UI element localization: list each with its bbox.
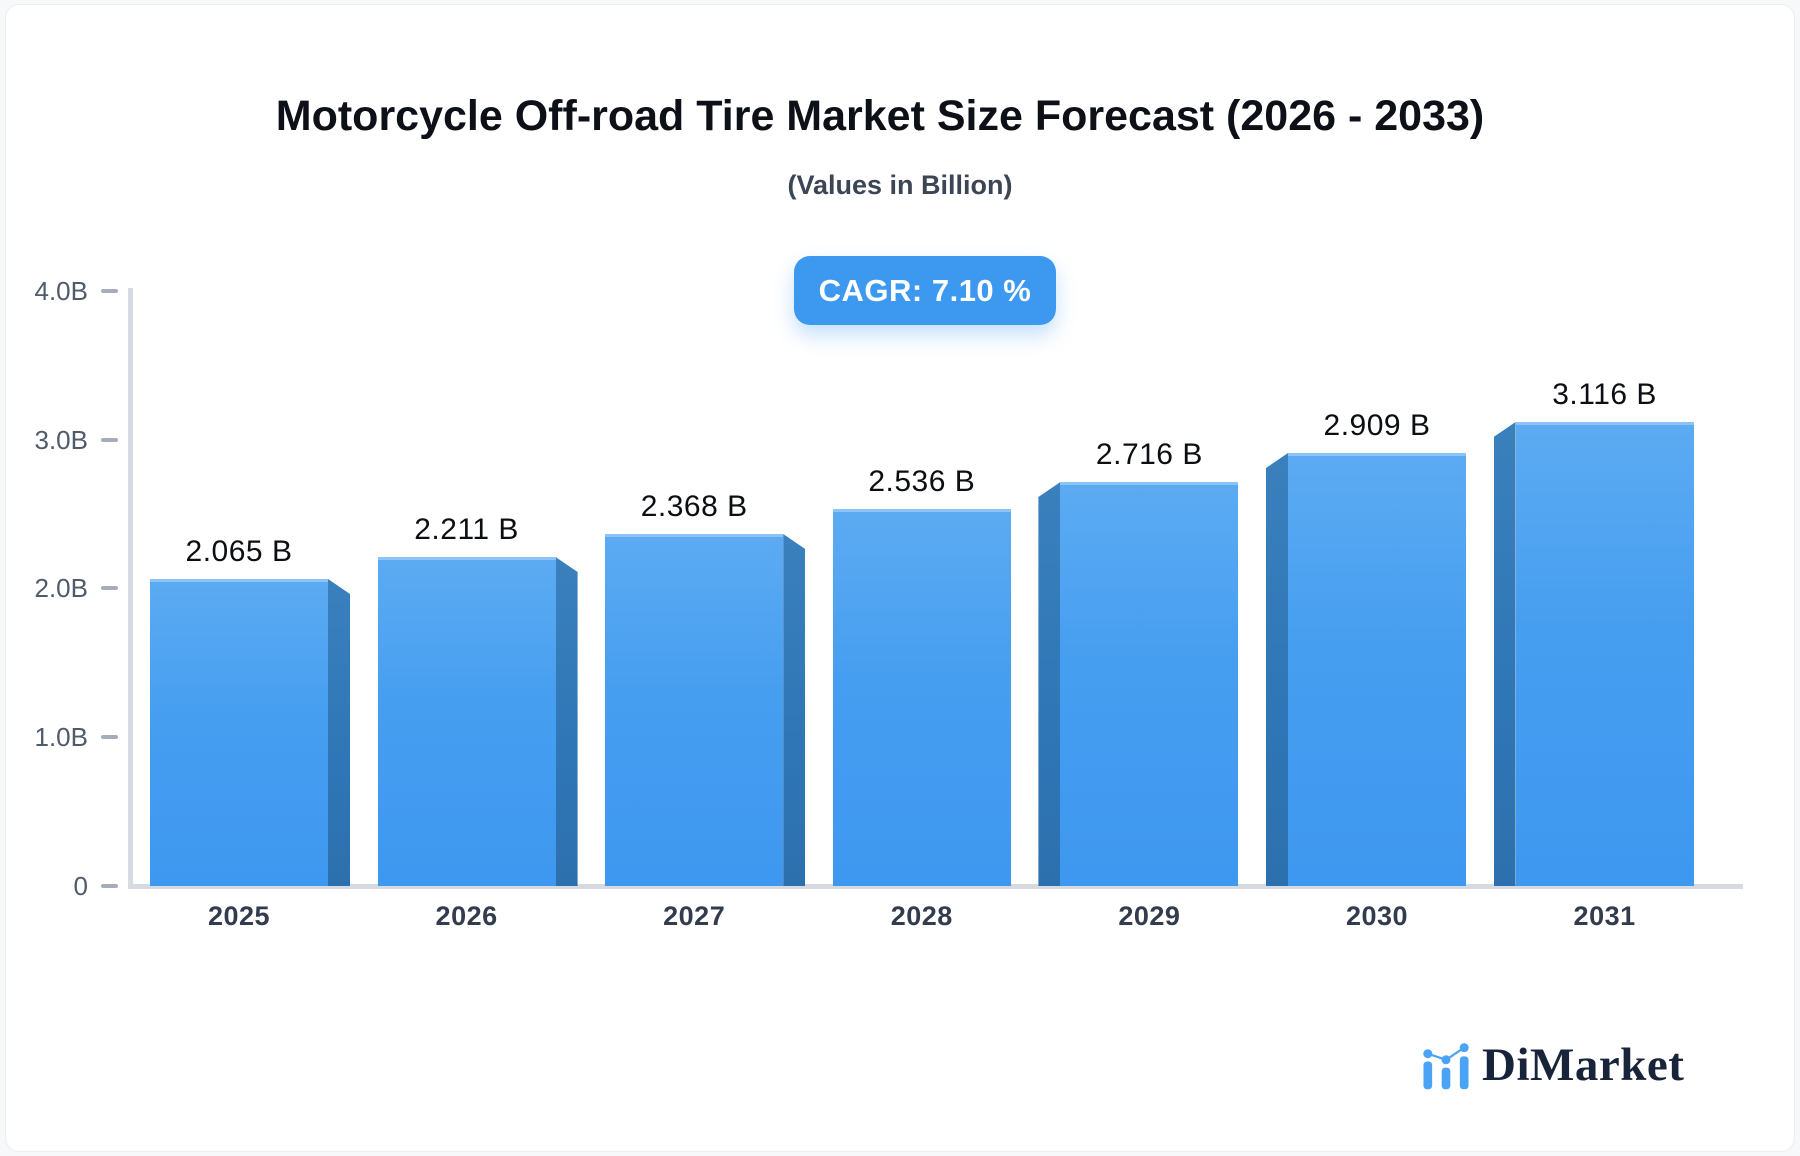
x-axis-label: 2030 [1345,901,1409,931]
y-tick-mark [101,735,118,740]
bar-side-2029 [1038,482,1061,886]
bar-value-label: 2.716 B [1095,438,1203,471]
bar-side-2026 [555,557,578,886]
cagr-badge-label: CAGR: 7.10 % [818,272,1032,308]
x-axis-label: 2031 [1573,901,1636,931]
bar-side-2031 [1493,422,1516,886]
x-axis-label: 2026 [435,901,498,931]
bar-2027 [605,534,784,886]
x-axis-label: 2025 [207,901,271,931]
bar-value-label: 2.368 B [640,490,748,523]
x-axis-label: 2029 [1118,901,1181,931]
bar-chart-logo-icon [1423,1043,1469,1090]
x-axis-label: 2028 [890,901,953,931]
y-tick-mark [101,586,118,591]
bar-2025 [150,579,328,886]
bar-2030 [1288,453,1466,886]
bar-value-label: 2.909 B [1323,409,1431,442]
bar-2029 [1060,482,1239,886]
y-tick-label: 3.0B [34,424,89,455]
chart-title: Motorcycle Off-road Tire Market Size For… [275,92,1485,140]
y-tick-mark [101,437,118,442]
y-tick-label: 1.0B [34,722,89,753]
brand-name: DiMarket [1482,1039,1685,1091]
cagr-badge: CAGR: 7.10 % [794,256,1056,325]
bar-side-2025 [328,579,350,886]
brand-logo: DiMarket [1420,1036,1684,1094]
y-tick-mark [101,288,118,293]
y-tick-mark [101,884,118,888]
bar-value-label: 2.536 B [868,465,976,498]
bar-value-label: 2.065 B [185,535,293,568]
bar-2028 [832,509,1011,886]
y-tick-label: 0 [73,871,88,901]
bar-2031 [1515,422,1694,886]
bar-side-2030 [1266,453,1288,886]
bar-side-2027 [783,534,806,886]
y-tick-label: 2.0B [34,573,89,604]
bar-value-label: 3.116 B [1552,378,1657,411]
y-axis-line [128,288,133,887]
bar-2026 [377,557,556,886]
x-axis-label: 2027 [663,901,726,931]
x-axis-line [128,884,1743,889]
bar-value-label: 2.211 B [414,513,519,546]
chart-subtitle: (Values in Billion) [787,170,1013,200]
y-tick-label: 4.0B [34,275,89,306]
